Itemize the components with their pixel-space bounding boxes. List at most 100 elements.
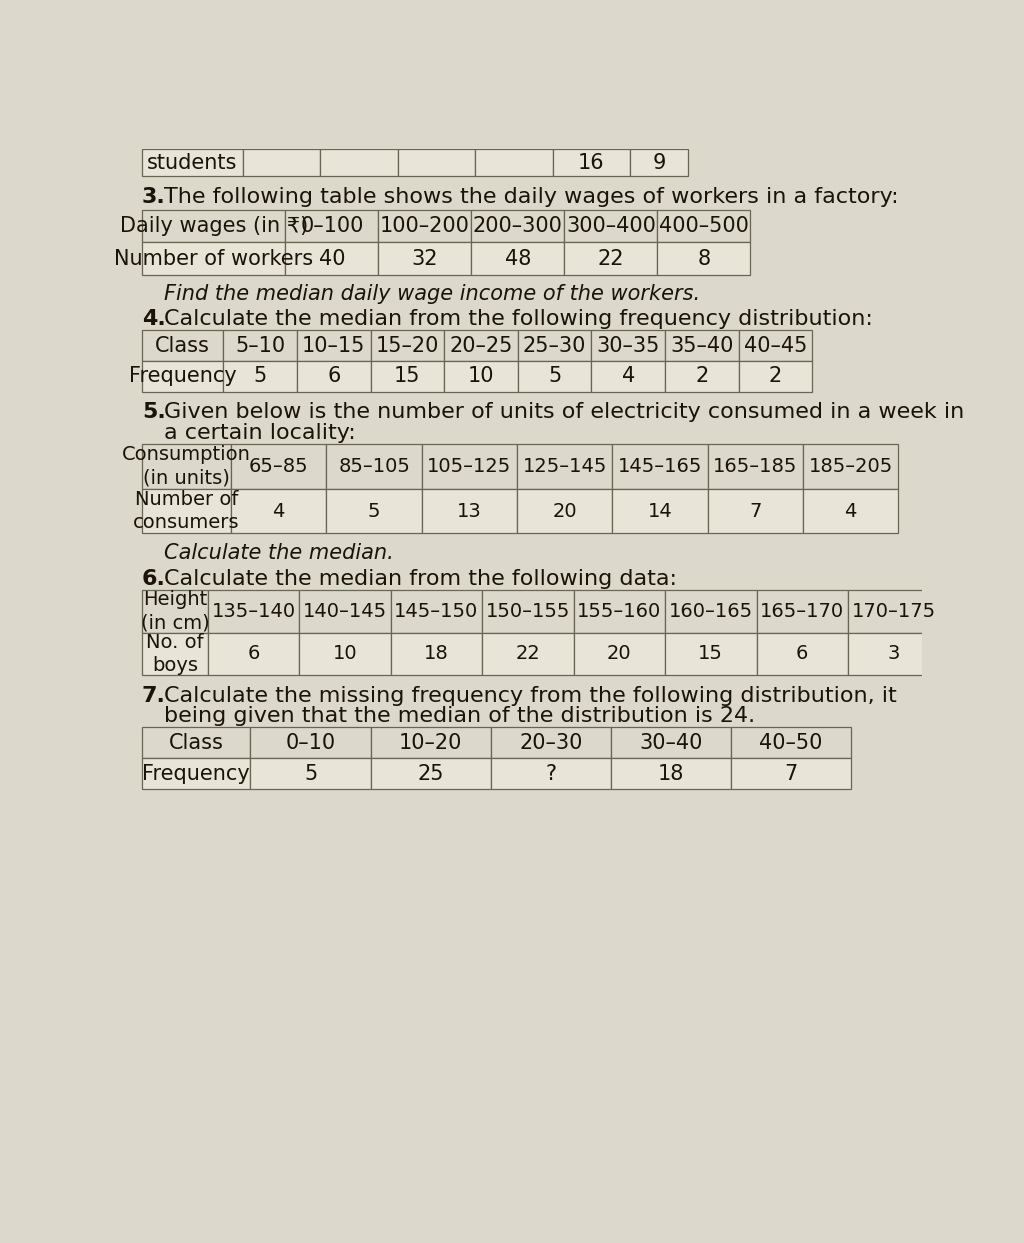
Text: Calculate the missing frequency from the following distribution, it: Calculate the missing frequency from the… [164,686,896,706]
Text: Daily wages (in ₹): Daily wages (in ₹) [120,216,308,236]
Text: No. of
boys: No. of boys [146,633,204,675]
Bar [231,444,327,488]
Bar [573,633,665,675]
Bar [738,331,812,360]
Bar [321,149,397,177]
Text: 22: 22 [598,249,624,268]
Bar [471,242,564,275]
Text: 20: 20 [607,644,632,664]
Text: 400–500: 400–500 [658,216,749,236]
Text: 8: 8 [697,249,711,268]
Text: 14: 14 [647,502,673,521]
Bar [378,242,471,275]
Bar [518,331,592,360]
Bar [231,488,327,533]
Bar [564,210,657,242]
Text: 18: 18 [657,763,684,783]
Text: Calculate the median from the following frequency distribution:: Calculate the median from the following … [164,308,872,328]
Text: 145–165: 145–165 [617,457,702,476]
Bar [243,149,321,177]
Text: Find the median daily wage income of the workers.: Find the median daily wage income of the… [164,283,699,303]
Bar [757,590,848,633]
Text: 6: 6 [796,644,808,664]
Bar [518,360,592,392]
Text: 185–205: 185–205 [809,457,893,476]
Text: 30–40: 30–40 [639,733,702,753]
Text: 165–170: 165–170 [760,602,845,622]
Bar [142,590,208,633]
Text: 200–300: 200–300 [473,216,563,236]
Text: 160–165: 160–165 [669,602,753,622]
Text: 4: 4 [272,502,285,521]
Bar [286,210,378,242]
Bar [517,488,612,533]
Bar [444,331,518,360]
Text: 6: 6 [248,644,260,664]
Text: 40–45: 40–45 [743,336,807,355]
Bar [482,590,573,633]
Bar [731,758,851,789]
Text: 85–105: 85–105 [338,457,410,476]
Bar [208,590,299,633]
Text: 5: 5 [368,502,380,521]
Text: 15–20: 15–20 [376,336,439,355]
Text: 18: 18 [424,644,449,664]
Bar [592,331,665,360]
Bar [371,331,444,360]
Text: 7: 7 [750,502,762,521]
Bar [490,727,611,758]
Bar [286,242,378,275]
Bar [223,331,297,360]
Bar [708,488,803,533]
Bar [612,444,708,488]
Bar [657,210,751,242]
Bar [391,590,482,633]
Text: 100–200: 100–200 [380,216,470,236]
Text: 5: 5 [254,367,267,387]
Text: Given below is the number of units of electricity consumed in a week in: Given below is the number of units of el… [164,403,964,423]
Text: 40: 40 [318,249,345,268]
Text: 105–125: 105–125 [427,457,512,476]
Text: being given that the median of the distribution is 24.: being given that the median of the distr… [164,706,755,726]
Text: 300–400: 300–400 [566,216,655,236]
Bar [517,444,612,488]
Bar [371,360,444,392]
Bar [142,360,223,392]
Text: 145–150: 145–150 [394,602,478,622]
Bar [564,242,657,275]
Text: 10–20: 10–20 [399,733,462,753]
Text: 22: 22 [515,644,541,664]
Bar [142,444,231,488]
Bar [142,488,231,533]
Bar [490,758,611,789]
Text: 25: 25 [418,763,443,783]
Text: ?: ? [545,763,556,783]
Text: 5.: 5. [142,403,166,423]
Text: a certain locality:: a certain locality: [164,423,355,443]
Text: 3: 3 [888,644,900,664]
Bar [592,360,665,392]
Text: 170–175: 170–175 [852,602,936,622]
Bar [142,210,286,242]
Text: 140–145: 140–145 [303,602,387,622]
Bar [297,331,371,360]
Bar [397,149,475,177]
Bar [223,360,297,392]
Text: 20–30: 20–30 [519,733,583,753]
Text: 135–140: 135–140 [212,602,296,622]
Text: 20: 20 [552,502,578,521]
Text: 155–160: 155–160 [578,602,662,622]
Text: 7: 7 [784,763,798,783]
Bar [757,633,848,675]
Text: 15: 15 [698,644,723,664]
Bar [665,331,738,360]
Bar [371,758,490,789]
Bar [422,444,517,488]
Bar [371,727,490,758]
Bar [251,758,371,789]
Bar [142,633,208,675]
Bar [573,590,665,633]
Text: Number of
consumers: Number of consumers [133,490,240,532]
Text: students: students [147,153,238,173]
Bar [611,758,731,789]
